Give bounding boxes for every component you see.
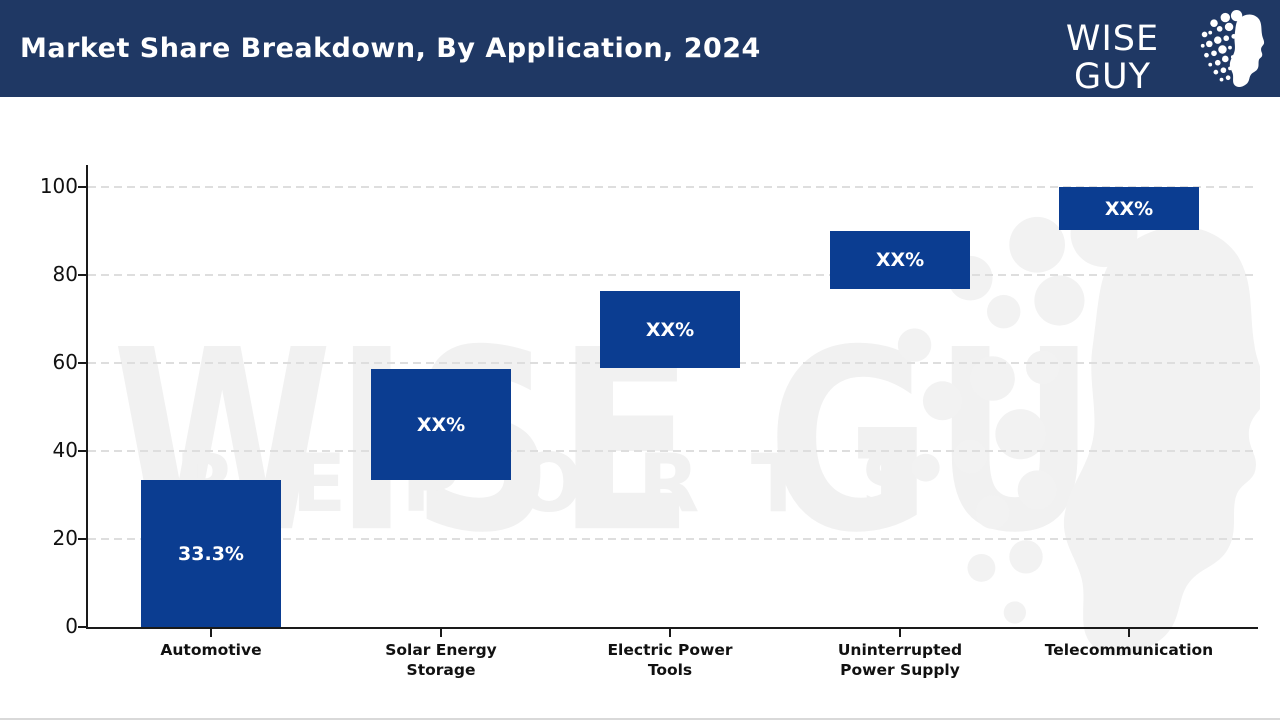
bar-value-label: XX% <box>875 248 925 271</box>
bar-value-label: XX% <box>645 318 695 341</box>
footer-divider <box>0 718 1280 720</box>
y-tick-mark <box>78 626 86 628</box>
logo-head-icon <box>1200 10 1265 87</box>
y-tick-mark <box>78 274 86 276</box>
watermark-head-icon <box>897 200 1260 656</box>
y-tick-label: 60 <box>52 350 78 374</box>
bar-segment: XX% <box>600 291 740 368</box>
y-tick-mark <box>78 538 86 540</box>
chart-area: WISE GUY REPORTS 0 20 40 60 80 100 33.3% XX% XX… <box>0 97 1280 718</box>
x-category-label: Electric Power Tools <box>607 641 733 679</box>
y-tick-mark <box>78 450 86 452</box>
gridline <box>88 186 1258 188</box>
x-tick-mark <box>210 629 212 637</box>
y-axis-line <box>86 165 88 629</box>
page-title: Market Share Breakdown, By Application, … <box>20 33 761 64</box>
y-tick-label: 40 <box>52 438 78 462</box>
x-category-label: Uninterrupted Power Supply <box>837 641 963 679</box>
header-bar: Market Share Breakdown, By Application, … <box>0 0 1280 126</box>
bar-value-label: XX% <box>1104 197 1154 220</box>
x-tick-mark <box>899 629 901 637</box>
bar-segment: 33.3% <box>141 480 281 627</box>
x-tick-mark <box>669 629 671 637</box>
bar-value-label: 33.3% <box>178 542 244 565</box>
y-tick-label: 100 <box>39 174 78 198</box>
wise-guy-reports-logo: WISE GUY R E P O R T S <box>1031 6 1266 126</box>
x-category-label: Automotive <box>160 641 262 659</box>
gridline <box>88 450 1258 452</box>
y-tick-mark <box>78 186 86 188</box>
bar-segment: XX% <box>371 369 511 481</box>
y-tick-label: 80 <box>52 262 78 286</box>
x-category-label: Solar Energy Storage <box>385 641 497 679</box>
logo-wordmark: WISE GUY <box>1065 19 1160 97</box>
x-tick-mark <box>440 629 442 637</box>
x-category-label: Telecommunication <box>1044 641 1214 659</box>
gridline <box>88 538 1258 540</box>
y-tick-label: 0 <box>65 614 78 638</box>
gridline <box>88 274 1258 276</box>
y-tick-mark <box>78 362 86 364</box>
x-tick-mark <box>1128 629 1130 637</box>
bar-value-label: XX% <box>416 413 466 436</box>
watermark-subtitle: REPORTS <box>175 437 974 530</box>
bar-segment: XX% <box>1059 187 1199 231</box>
bar-segment: XX% <box>830 230 970 290</box>
y-tick-label: 20 <box>52 526 78 550</box>
x-axis-line <box>86 627 1258 629</box>
